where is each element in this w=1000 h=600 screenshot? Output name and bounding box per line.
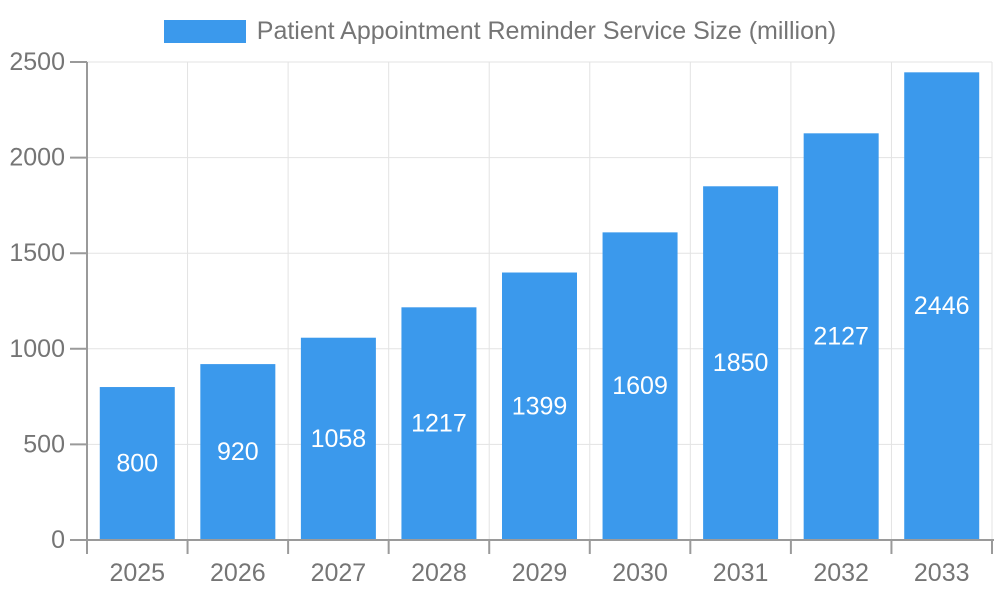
y-axis-tick-label-500: 500 [23,430,65,458]
x-axis-tick-label-2027: 2027 [311,559,367,587]
bar-value-label-2027: 1058 [311,425,367,453]
x-axis-tick-label-2028: 2028 [411,559,467,587]
bar-value-label-2032: 2127 [813,323,869,351]
x-axis-tick-label-2032: 2032 [813,559,869,587]
bar-2026[interactable] [200,364,276,540]
bar-value-label-2025: 800 [116,450,158,478]
bar-value-label-2026: 920 [217,438,259,466]
x-axis-tick-label-2033: 2033 [914,559,970,587]
bar-2032[interactable] [803,133,879,540]
x-axis-tick-label-2031: 2031 [713,559,769,587]
x-axis-tick-label-2030: 2030 [612,559,668,587]
bar-2025[interactable] [99,387,175,540]
x-axis-tick-label-2029: 2029 [512,559,568,587]
chart-legend[interactable]: Patient Appointment Reminder Service Siz… [0,17,1000,45]
bar-2031[interactable] [703,186,779,540]
y-axis-tick-label-2000: 2000 [9,144,65,172]
bar-2030[interactable] [602,232,678,541]
legend-swatch [163,19,246,43]
bar-value-label-2029: 1399 [512,392,568,420]
y-axis-tick-label-0: 0 [51,526,65,554]
y-axis-tick-label-1000: 1000 [9,335,65,363]
legend-label: Patient Appointment Reminder Service Siz… [256,17,837,45]
bar-value-label-2031: 1850 [713,349,769,377]
bar-value-label-2028: 1217 [411,410,467,438]
y-axis-tick-label-1500: 1500 [9,239,65,267]
bar-2033[interactable] [904,72,980,540]
x-axis-tick-label-2026: 2026 [210,559,266,587]
bar-value-label-2033: 2446 [914,292,970,320]
bar-value-label-2030: 1609 [612,372,668,400]
bar-2028[interactable] [401,307,477,540]
bar-2027[interactable] [300,337,376,540]
bar-2029[interactable] [502,272,577,540]
x-axis-tick-label-2025: 2025 [109,559,165,587]
y-axis-tick-label-2500: 2500 [9,48,65,76]
